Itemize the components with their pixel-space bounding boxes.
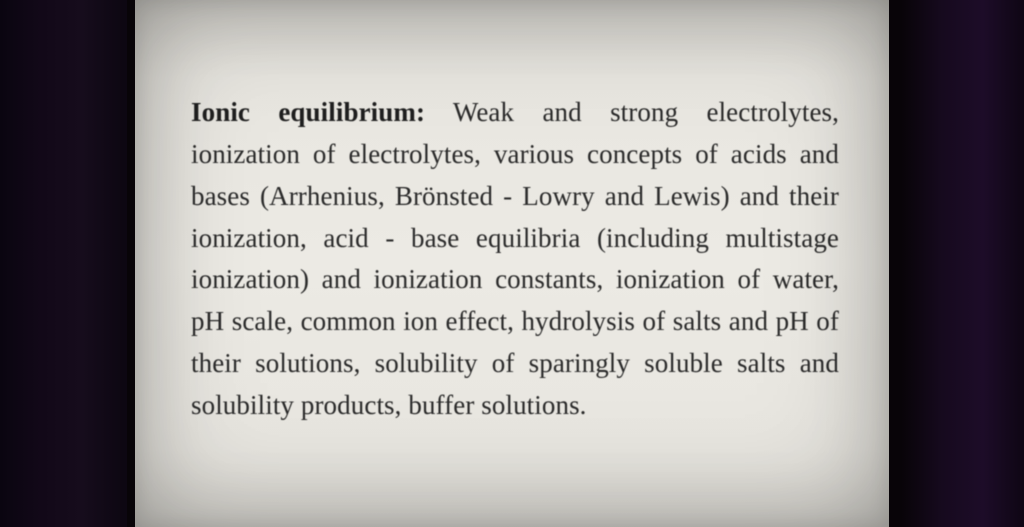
photo-frame: Ionic equilibrium: Weak and strong elect… (0, 0, 1024, 527)
document-page: Ionic equilibrium: Weak and strong elect… (127, 0, 897, 527)
topic-label: Ionic equilibrium: (191, 97, 425, 127)
topic-body: Weak and strong electrolytes, ionization… (191, 97, 839, 420)
paragraph-ionic-equilibrium: Ionic equilibrium: Weak and strong elect… (191, 92, 839, 427)
